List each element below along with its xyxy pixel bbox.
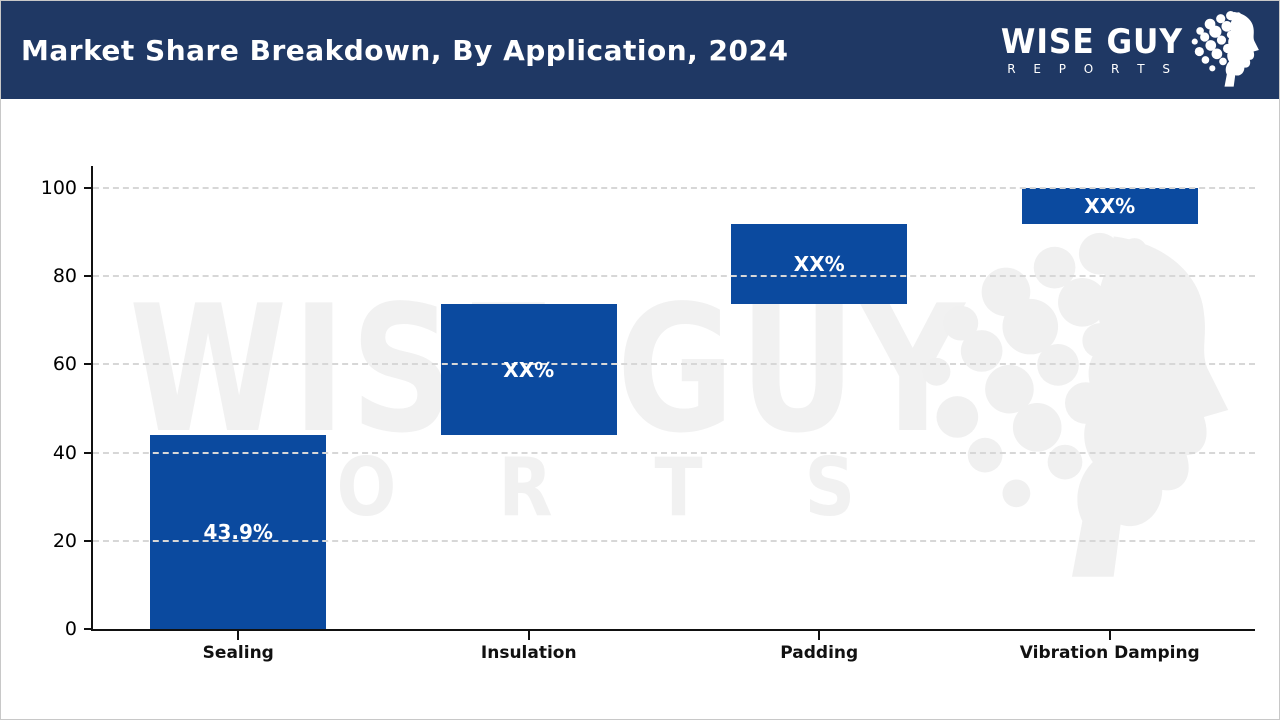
bar-value-label: XX% xyxy=(793,251,845,276)
x-axis-tick xyxy=(527,631,530,640)
y-axis-label-80: 80 xyxy=(52,265,77,288)
x-axis-tick xyxy=(818,631,821,640)
bar-insulation xyxy=(440,303,617,436)
x-axis-label-insulation: Insulation xyxy=(480,643,577,663)
y-axis-label-100: 100 xyxy=(40,177,77,199)
x-axis-label-vibration-damping: Vibration Damping xyxy=(1019,643,1200,663)
x-axis-tick xyxy=(1108,631,1111,640)
x-axis-tick xyxy=(237,631,240,640)
logo-subtitle: R E P O R T S xyxy=(1007,61,1177,76)
gridline-60 xyxy=(93,363,1255,366)
logo-wordmark: WISE GUY xyxy=(1001,21,1184,62)
bar-sealing xyxy=(150,435,327,629)
bar-value-label: XX% xyxy=(1084,193,1136,218)
gridline-80 xyxy=(93,275,1255,278)
gridline-40 xyxy=(93,451,1255,454)
y-axis-tick xyxy=(84,628,93,630)
y-axis-tick xyxy=(84,539,93,542)
y-axis-tick xyxy=(84,275,93,278)
bar-value-label: 43.9% xyxy=(203,520,273,545)
bar-padding xyxy=(731,223,908,304)
y-axis-label-40: 40 xyxy=(52,441,77,464)
x-axis-label-padding: Padding xyxy=(780,643,859,663)
y-axis-label-0: 0 xyxy=(64,618,77,640)
y-axis-tick xyxy=(84,451,93,454)
header-bar: Market Share Breakdown, By Application, … xyxy=(1,1,1279,99)
gridline-20 xyxy=(93,539,1255,542)
y-axis-tick xyxy=(84,363,93,366)
page-title: Market Share Breakdown, By Application, … xyxy=(21,33,789,67)
plot-area: 43.9% Sealing XX% Insulation XX% Padding XX% Vi… xyxy=(41,166,1255,663)
gridline-100 xyxy=(93,187,1255,189)
wiseguy-reports-logo: WISE GUY R E P O R T S xyxy=(993,8,1265,92)
x-axis-label-sealing: Sealing xyxy=(202,643,274,663)
logo-text: WISE GUY R E P O R T S xyxy=(993,25,1191,76)
y-axis-tick xyxy=(84,187,93,189)
y-axis-label-20: 20 xyxy=(52,529,77,552)
bar-value-label: XX% xyxy=(503,357,555,382)
wiseguy-head-logo-icon xyxy=(1181,8,1265,92)
bar-vibration-damping xyxy=(1021,188,1198,224)
y-axis-label-60: 60 xyxy=(52,353,77,376)
